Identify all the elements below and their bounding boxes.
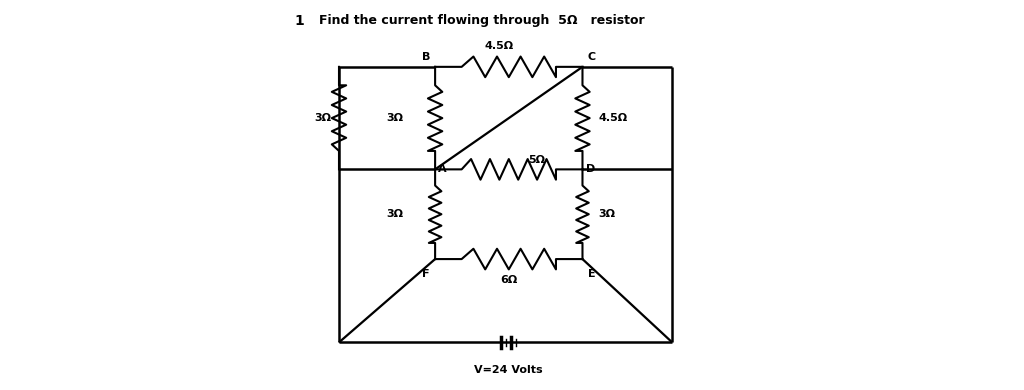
- Text: 5Ω: 5Ω: [528, 155, 545, 165]
- Text: A: A: [438, 164, 446, 174]
- Text: 4.5Ω: 4.5Ω: [484, 41, 514, 51]
- Text: D: D: [586, 164, 595, 174]
- Text: 1: 1: [295, 14, 304, 28]
- Text: 4.5Ω: 4.5Ω: [598, 113, 628, 123]
- Text: 3Ω: 3Ω: [598, 209, 615, 219]
- Text: E: E: [588, 269, 595, 279]
- Text: V=24 Volts: V=24 Volts: [474, 365, 543, 375]
- Text: F: F: [423, 269, 430, 279]
- Text: 3Ω: 3Ω: [386, 113, 403, 123]
- Text: 6Ω: 6Ω: [500, 275, 517, 285]
- Text: 3Ω: 3Ω: [386, 209, 403, 219]
- Text: B: B: [422, 52, 430, 62]
- Text: C: C: [588, 52, 596, 62]
- Text: 3Ω: 3Ω: [314, 113, 332, 123]
- Text: Find the current flowing through  5Ω   resistor: Find the current flowing through 5Ω resi…: [319, 14, 645, 27]
